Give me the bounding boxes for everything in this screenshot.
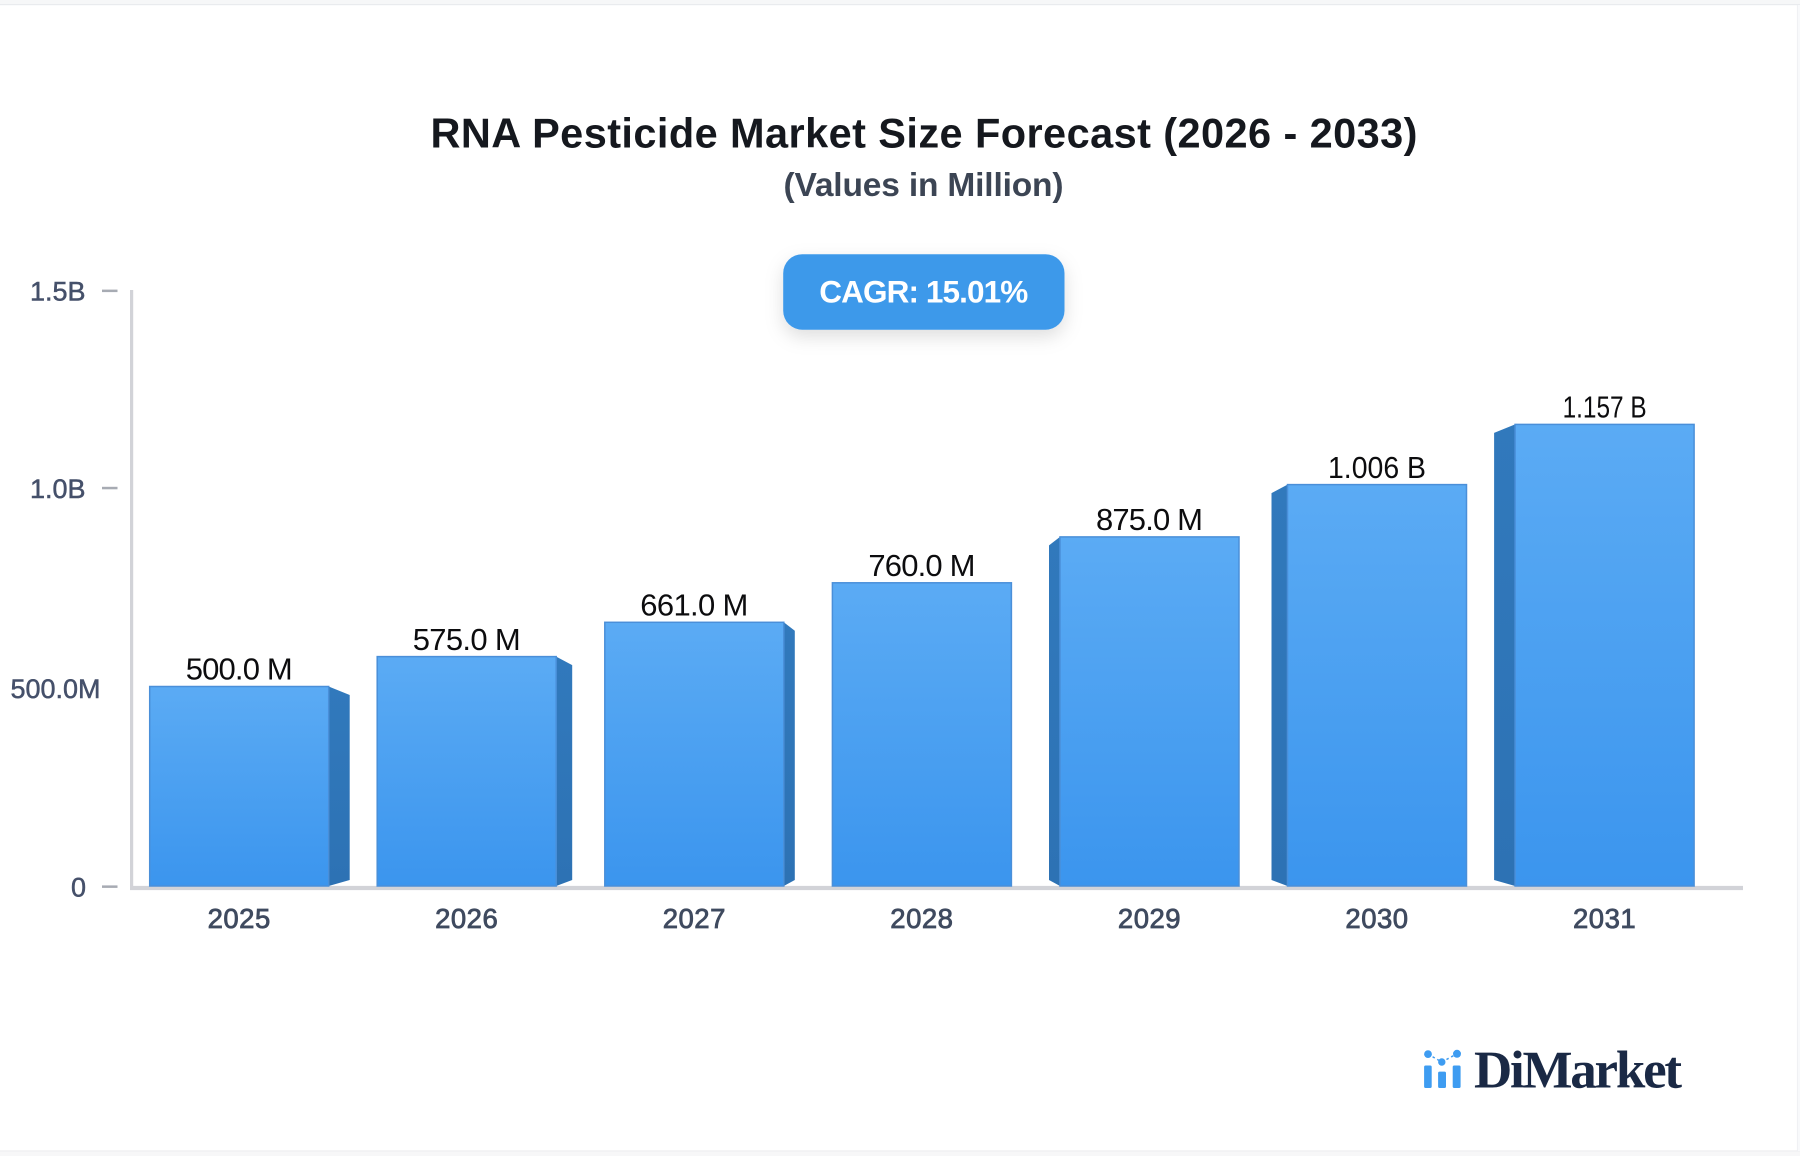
svg-text:2026: 2026: [435, 903, 498, 934]
svg-text:500.0M: 500.0M: [10, 674, 100, 704]
svg-text:2027: 2027: [663, 903, 726, 934]
svg-text:1.5B: 1.5B: [30, 276, 86, 306]
svg-text:2031: 2031: [1573, 903, 1636, 934]
svg-text:875.0 M: 875.0 M: [1096, 502, 1203, 537]
svg-text:760.0 M: 760.0 M: [868, 548, 975, 583]
svg-text:DiMarket: DiMarket: [1474, 1042, 1682, 1100]
svg-text:2028: 2028: [890, 903, 953, 934]
svg-text:1.006 B: 1.006 B: [1328, 450, 1426, 485]
svg-text:2025: 2025: [208, 903, 271, 934]
svg-text:2029: 2029: [1118, 903, 1181, 934]
svg-text:575.0 M: 575.0 M: [413, 622, 521, 657]
svg-text:661.0 M: 661.0 M: [640, 588, 748, 623]
svg-text:1.157 B: 1.157 B: [1563, 390, 1647, 425]
svg-text:RNA Pesticide Market Size Fore: RNA Pesticide Market Size Forecast (2026…: [431, 110, 1418, 157]
svg-text:CAGR: 15.01%: CAGR: 15.01%: [819, 273, 1028, 309]
svg-text:500.0 M: 500.0 M: [186, 652, 293, 687]
svg-text:(Values in Million): (Values in Million): [784, 167, 1064, 204]
svg-text:2030: 2030: [1345, 903, 1408, 934]
svg-text:0: 0: [71, 872, 86, 902]
svg-text:1.0B: 1.0B: [30, 474, 86, 504]
